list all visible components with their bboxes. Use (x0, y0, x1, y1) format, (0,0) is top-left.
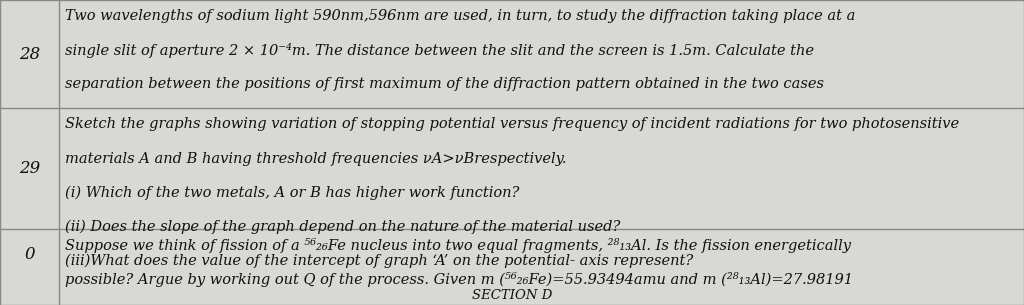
Text: (iii)What does the value of the intercept of graph ‘A’ on the potential- axis re: (iii)What does the value of the intercep… (65, 254, 693, 268)
Text: Sketch the graphs showing variation of stopping potential versus frequency of in: Sketch the graphs showing variation of s… (65, 117, 958, 131)
Text: (ii) Does the slope of the graph depend on the nature of the material used?: (ii) Does the slope of the graph depend … (65, 220, 620, 234)
Text: possible? Argue by working out Q of the process. Given m (⁵⁶₂₆Fe)=55.93494amu an: possible? Argue by working out Q of the … (65, 272, 853, 287)
Text: Two wavelengths of sodium light 590nm,596nm are used, in turn, to study the diff: Two wavelengths of sodium light 590nm,59… (65, 9, 855, 23)
Text: single slit of aperture 2 × 10⁻⁴m. The distance between the slit and the screen : single slit of aperture 2 × 10⁻⁴m. The d… (65, 43, 813, 58)
Text: 29: 29 (19, 160, 40, 177)
Text: 28: 28 (19, 46, 40, 63)
Text: Suppose we think of fission of a ⁵⁶₂₆Fe nucleus into two equal fragments, ²⁸₁₃Al: Suppose we think of fission of a ⁵⁶₂₆Fe … (65, 238, 851, 253)
Text: materials A and B having threshold frequencies νA>νBrespectively.: materials A and B having threshold frequ… (65, 152, 566, 166)
Text: separation between the positions of first maximum of the diffraction pattern obt: separation between the positions of firs… (65, 77, 823, 92)
Text: SECTION D: SECTION D (472, 289, 552, 302)
Text: (i) Which of the two metals, A or B has higher work function?: (i) Which of the two metals, A or B has … (65, 186, 519, 200)
Text: 0: 0 (25, 246, 35, 263)
